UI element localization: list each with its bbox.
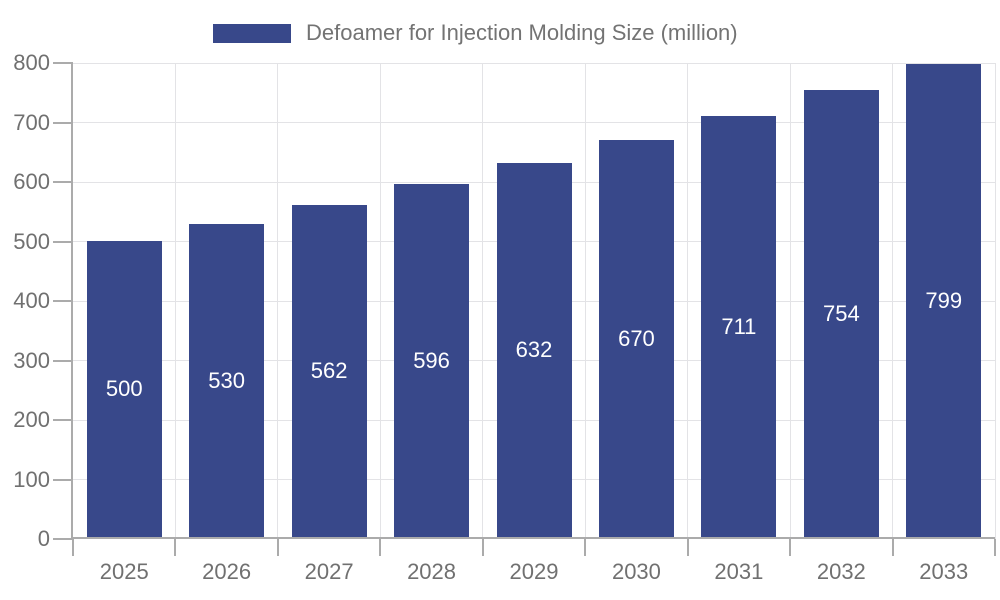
x-tick-label: 2033 — [919, 559, 969, 584]
y-tick-label: 0 — [37, 526, 50, 551]
y-axis-tick — [53, 62, 73, 64]
x-gridline — [482, 63, 484, 539]
bar-value-label: 670 — [618, 325, 655, 351]
y-tick-label: 700 — [13, 109, 50, 135]
bar: 596 — [394, 184, 470, 537]
x-axis-tick — [379, 539, 382, 556]
x-tick-label: 2027 — [304, 559, 354, 584]
y-axis-tick — [53, 478, 73, 481]
y-axis-tick — [53, 300, 73, 302]
x-gridline — [789, 63, 791, 539]
x-axis-tick — [72, 539, 74, 556]
x-tick-label: 2025 — [99, 559, 149, 584]
bar: 754 — [803, 90, 879, 537]
y-axis-tick — [53, 121, 73, 124]
x-gridline — [277, 63, 279, 539]
bar: 562 — [291, 205, 367, 537]
x-axis-tick — [891, 539, 894, 556]
bar: 711 — [701, 116, 777, 537]
bar-value-label: 632 — [515, 337, 553, 362]
x-axis-tick — [584, 539, 587, 556]
bar-value-label: 530 — [208, 367, 246, 393]
bar-value-label: 754 — [822, 300, 860, 326]
x-tick-label: 2031 — [714, 559, 764, 584]
x-axis-tick — [276, 539, 279, 556]
bar-value-label: 500 — [105, 376, 143, 401]
x-axis-tick — [174, 539, 177, 556]
bar-value-label: 799 — [925, 287, 963, 313]
y-gridline — [73, 122, 995, 123]
y-tick-label: 500 — [13, 228, 50, 254]
bar: 500 — [86, 241, 162, 537]
chart-legend[interactable]: Defoamer for Injection Molding Size (mil… — [213, 14, 738, 52]
y-axis-tick — [53, 181, 73, 183]
chart-title: Defoamer for Injection Molding Size (mil… — [306, 20, 738, 45]
x-tick-label: 2032 — [816, 559, 866, 584]
y-tick-label: 800 — [13, 50, 50, 75]
x-tick-label: 2029 — [509, 559, 559, 584]
y-tick-label: 200 — [13, 407, 50, 432]
x-tick-label: 2026 — [202, 559, 252, 584]
y-tick-label: 300 — [13, 347, 50, 373]
y-axis-line — [71, 63, 73, 539]
x-gridline — [584, 63, 586, 539]
x-gridline — [174, 63, 176, 539]
bar-value-label: 596 — [413, 347, 450, 373]
x-gridline — [892, 63, 894, 539]
y-tick-label: 100 — [13, 466, 50, 492]
y-tick-label: 400 — [13, 288, 50, 313]
x-tick-label: 2030 — [611, 559, 661, 584]
bar: 632 — [496, 163, 572, 537]
x-axis-tick — [789, 539, 792, 556]
x-axis-line — [71, 537, 995, 539]
bar-value-label: 711 — [721, 313, 757, 339]
y-axis-tick — [53, 359, 73, 362]
y-tick-label: 600 — [13, 169, 50, 194]
y-axis-tick — [53, 538, 73, 540]
bar: 799 — [906, 64, 982, 537]
y-gridline — [73, 62, 995, 64]
y-axis-tick — [53, 240, 73, 243]
legend-swatch — [213, 23, 291, 43]
bar: 530 — [189, 224, 265, 537]
x-gridline — [379, 63, 381, 539]
x-axis-tick — [481, 539, 484, 556]
x-axis-tick — [686, 539, 689, 556]
x-gridline — [687, 63, 689, 539]
x-gridline — [994, 63, 996, 539]
y-axis-tick — [53, 419, 73, 421]
x-axis-tick — [994, 539, 996, 556]
bar-value-label: 562 — [310, 358, 348, 383]
bar: 670 — [598, 140, 674, 537]
x-tick-label: 2028 — [407, 559, 457, 584]
